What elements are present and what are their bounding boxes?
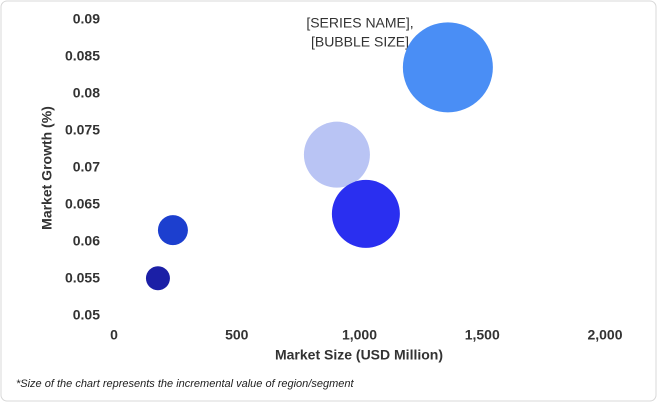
y-tick-label: 0.075 [65,122,100,138]
bubble [331,179,400,248]
x-tick-label: 2,000 [587,327,622,343]
bubble [145,266,170,291]
y-tick-label: 0.06 [73,233,100,249]
y-tick-label: 0.05 [73,307,100,323]
x-tick-label: 0 [110,327,118,343]
bubble [303,121,370,188]
footnote: *Size of the chart represents the increm… [16,378,354,390]
annotation: [BUBBLE SIZE] [311,34,409,50]
x-tick-label: 1,500 [465,327,500,343]
annotation: [SERIES NAME], [306,15,413,31]
x-tick-label: 1,000 [342,327,377,343]
y-tick-label: 0.07 [73,159,100,175]
y-tick-label: 0.09 [73,11,100,27]
y-tick-label: 0.055 [65,270,100,286]
bubble [157,215,188,246]
x-tick-label: 500 [225,327,249,343]
x-axis-title: Market Size (USD Million) [275,347,443,363]
y-tick-label: 0.065 [65,196,100,212]
bubble [402,22,493,113]
y-tick-label: 0.085 [65,48,100,64]
y-axis-title: Market Growth (%) [39,106,55,230]
y-tick-label: 0.08 [73,85,100,101]
